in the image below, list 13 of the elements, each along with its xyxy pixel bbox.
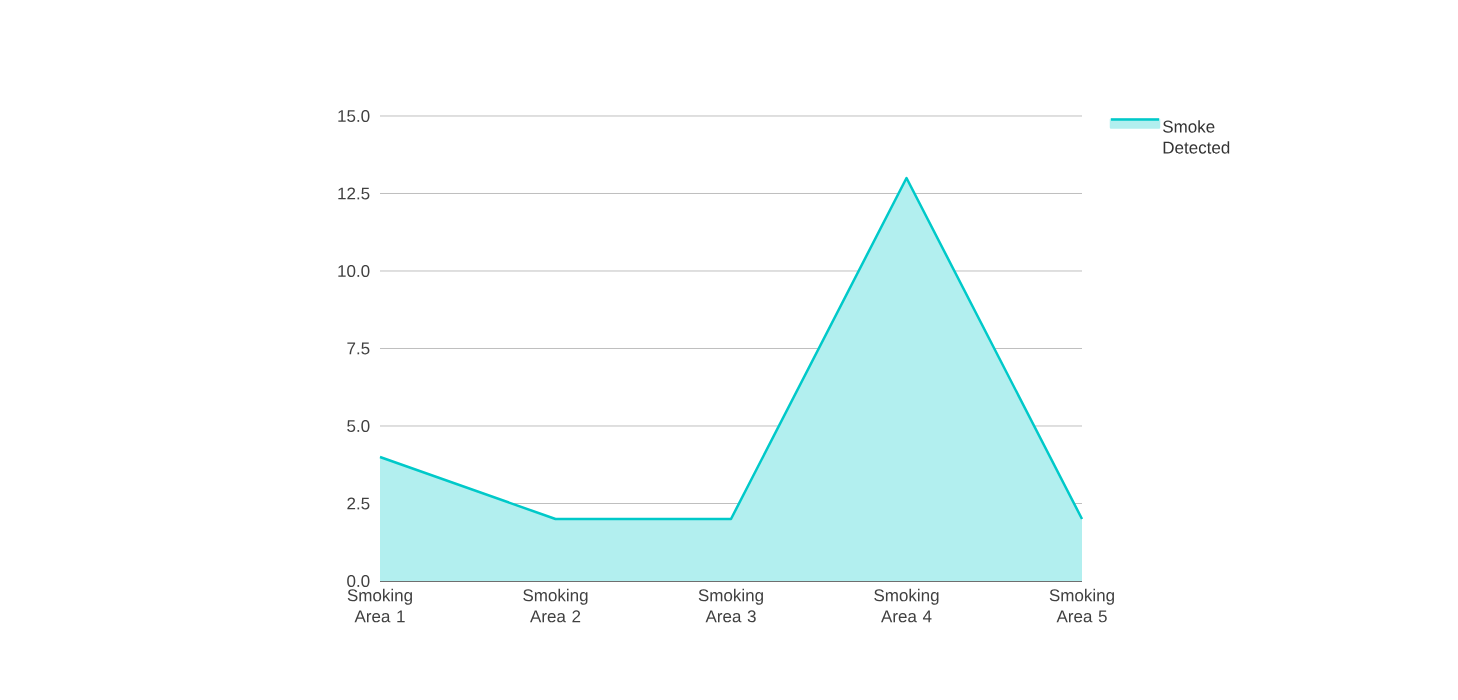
x-tick-label: Smoking Area 2: [523, 588, 588, 623]
x-tick-label: Smoking Area 1: [347, 588, 412, 623]
x-tick-label: Smoking Area 4: [874, 588, 939, 623]
x-tick-label: Smoking Area 3: [698, 588, 763, 623]
y-tick-label: 15.0: [338, 109, 370, 123]
y-tick-label: 0.0: [347, 574, 370, 588]
legend-label: Smoke Detected: [1163, 120, 1230, 154]
y-tick-label: 2.5: [347, 497, 370, 510]
x-tick-label: Smoking Area 5: [1049, 588, 1114, 623]
y-tick-label: 5.0: [347, 419, 370, 433]
y-tick-label: 7.5: [347, 342, 370, 355]
y-tick-label: 10.0: [338, 264, 370, 278]
y-tick-label: 12.5: [338, 187, 370, 200]
